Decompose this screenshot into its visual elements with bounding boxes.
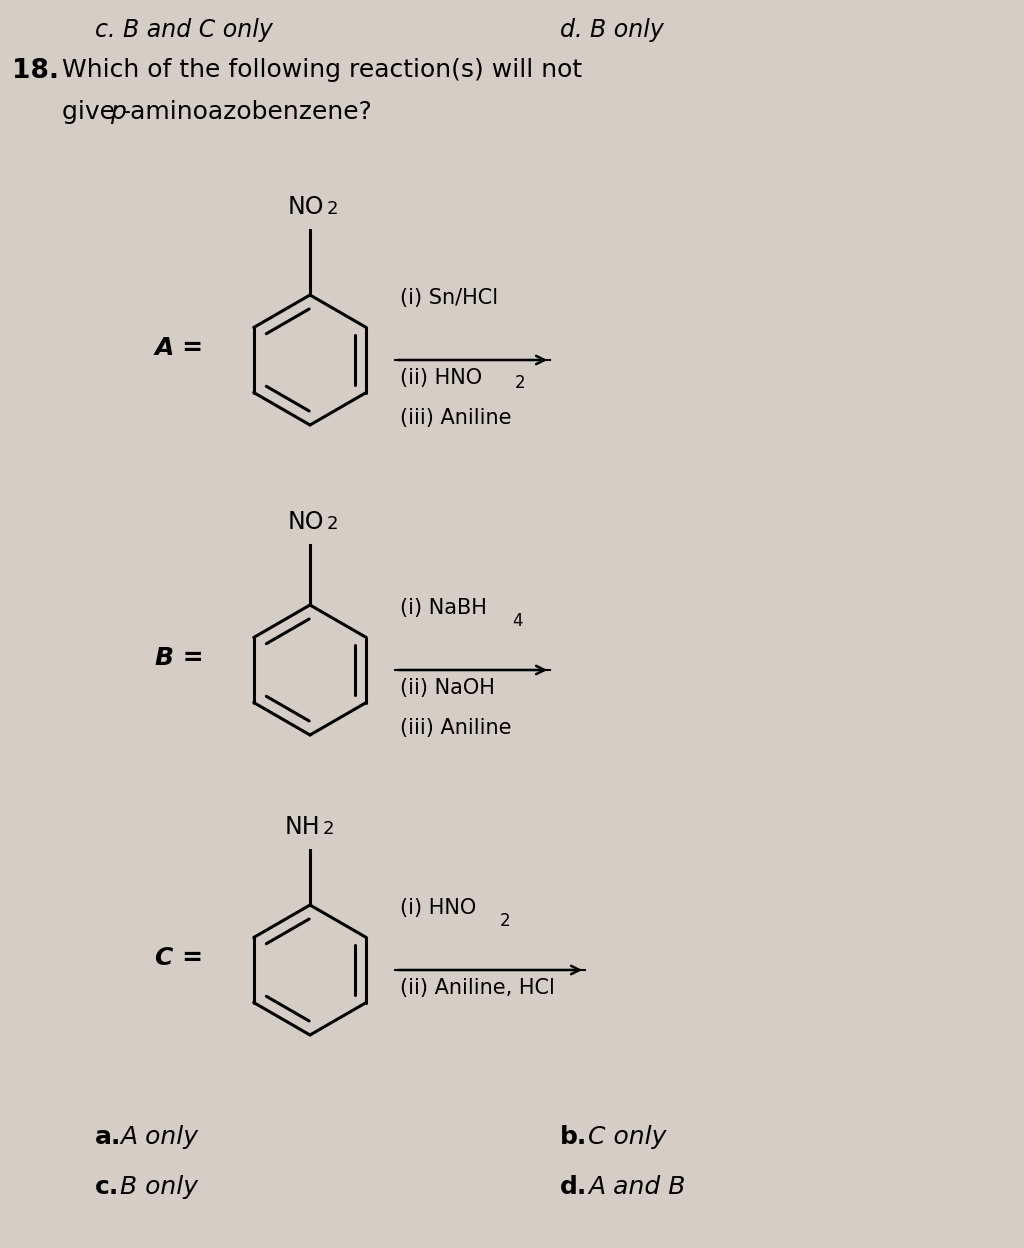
Text: A only: A only <box>120 1124 198 1149</box>
Text: d. B only: d. B only <box>560 17 664 42</box>
Text: C =: C = <box>155 946 203 970</box>
Text: 18.: 18. <box>12 57 59 84</box>
Text: c.: c. <box>95 1176 119 1199</box>
Text: (i) NaBH: (i) NaBH <box>400 598 486 618</box>
Text: 2: 2 <box>327 200 339 218</box>
Text: (iii) Aniline: (iii) Aniline <box>400 408 512 428</box>
Text: 2: 2 <box>323 820 335 837</box>
Text: (ii) Aniline, HCl: (ii) Aniline, HCl <box>400 978 555 998</box>
Text: C only: C only <box>588 1124 667 1149</box>
Text: c. B and C only: c. B and C only <box>95 17 272 42</box>
Text: b.: b. <box>560 1124 587 1149</box>
Text: (i) Sn/HCl: (i) Sn/HCl <box>400 288 498 308</box>
Text: p: p <box>110 100 126 124</box>
Text: (ii) HNO: (ii) HNO <box>400 368 482 388</box>
Text: B =: B = <box>155 646 204 670</box>
Text: (i) HNO: (i) HNO <box>400 899 476 919</box>
Text: NH: NH <box>285 815 321 839</box>
Text: A and B: A and B <box>588 1176 685 1199</box>
Text: give: give <box>62 100 123 124</box>
Text: 2: 2 <box>500 912 511 930</box>
Text: NO: NO <box>288 195 325 218</box>
Text: 2: 2 <box>327 515 339 533</box>
Text: Which of the following reaction(s) will not: Which of the following reaction(s) will … <box>62 57 582 82</box>
Text: 4: 4 <box>512 612 522 630</box>
Text: (ii) NaOH: (ii) NaOH <box>400 678 495 698</box>
Text: NO: NO <box>288 510 325 534</box>
Text: a.: a. <box>95 1124 122 1149</box>
Text: A =: A = <box>155 336 204 359</box>
Text: (iii) Aniline: (iii) Aniline <box>400 718 512 738</box>
Text: -aminoazobenzene?: -aminoazobenzene? <box>122 100 373 124</box>
Text: B only: B only <box>120 1176 198 1199</box>
Text: 2: 2 <box>515 374 525 392</box>
Text: d.: d. <box>560 1176 587 1199</box>
